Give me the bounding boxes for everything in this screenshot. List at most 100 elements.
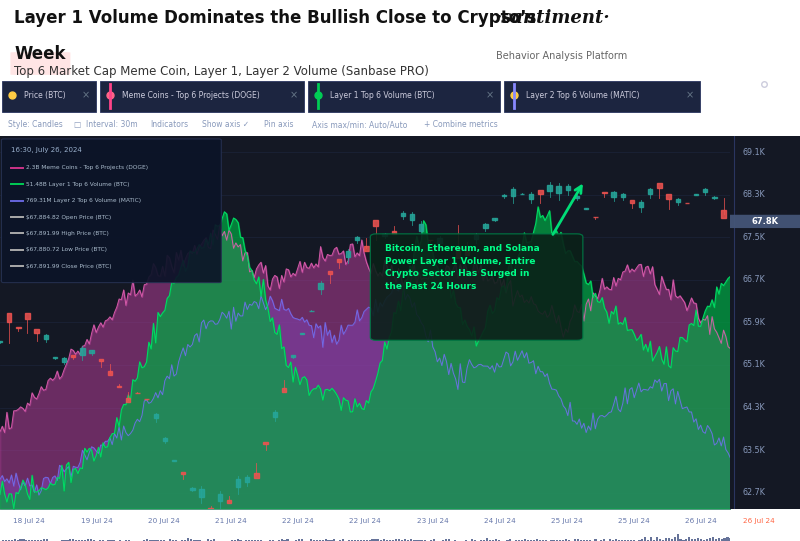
Bar: [72, 539, 74, 541]
Bar: [236, 479, 240, 487]
Bar: [577, 539, 579, 541]
Text: Interval: 30m: Interval: 30m: [86, 120, 138, 129]
FancyBboxPatch shape: [386, 215, 800, 228]
Text: Meme Coins - Top 6 Projects (DOGE): Meme Coins - Top 6 Projects (DOGE): [122, 91, 260, 100]
Bar: [466, 540, 467, 541]
Bar: [34, 329, 39, 333]
Bar: [175, 540, 177, 541]
Bar: [257, 540, 259, 541]
Bar: [195, 540, 198, 541]
Text: 26 Jul 24: 26 Jul 24: [743, 518, 774, 524]
Bar: [446, 247, 451, 248]
Bar: [364, 246, 369, 250]
Bar: [630, 540, 632, 541]
Bar: [556, 540, 558, 541]
Bar: [575, 196, 579, 199]
Bar: [87, 539, 89, 541]
Bar: [401, 213, 405, 216]
Bar: [339, 540, 342, 541]
Bar: [518, 540, 520, 541]
Bar: [694, 539, 696, 541]
Bar: [71, 355, 75, 357]
Bar: [624, 540, 626, 541]
Bar: [498, 540, 500, 541]
Bar: [163, 539, 166, 541]
Text: 19 Jul 24: 19 Jul 24: [81, 518, 112, 524]
Text: 63.5K: 63.5K: [743, 446, 766, 454]
Bar: [75, 540, 78, 541]
Bar: [712, 537, 714, 541]
Bar: [574, 539, 576, 541]
Bar: [694, 194, 698, 195]
Bar: [480, 540, 482, 541]
Bar: [269, 540, 271, 541]
Bar: [8, 540, 10, 541]
Bar: [151, 540, 154, 541]
Bar: [538, 540, 541, 541]
Bar: [44, 335, 48, 339]
Bar: [90, 539, 92, 541]
Bar: [2, 540, 4, 541]
Bar: [374, 220, 378, 226]
Bar: [19, 539, 22, 541]
Bar: [483, 540, 485, 541]
Text: Price (BTC): Price (BTC): [24, 91, 66, 100]
Bar: [369, 540, 370, 541]
Bar: [424, 540, 426, 541]
Text: Layer 1 Volume Dominates the Bullish Close to Crypto’s: Layer 1 Volume Dominates the Bullish Clo…: [14, 9, 537, 28]
Bar: [642, 539, 643, 541]
Bar: [639, 202, 643, 207]
Bar: [14, 539, 16, 541]
Bar: [263, 441, 268, 444]
Bar: [515, 540, 518, 541]
Bar: [456, 247, 460, 258]
Bar: [650, 537, 652, 541]
Bar: [547, 185, 552, 191]
Text: Style: Candles: Style: Candles: [8, 120, 62, 129]
Bar: [184, 540, 186, 541]
Bar: [160, 540, 162, 541]
Text: Pin axis: Pin axis: [264, 120, 294, 129]
Bar: [62, 359, 66, 361]
Bar: [723, 538, 726, 541]
Bar: [80, 348, 85, 354]
Bar: [98, 540, 101, 541]
Bar: [254, 473, 258, 478]
Text: $67,891.99 High Price (BTC): $67,891.99 High Price (BTC): [26, 231, 109, 236]
Bar: [281, 539, 282, 541]
Text: 67.5K: 67.5K: [743, 233, 766, 242]
Bar: [209, 509, 213, 510]
Bar: [700, 539, 702, 541]
Text: ×: ×: [82, 90, 90, 100]
Bar: [404, 539, 406, 541]
Text: 26 Jul 24: 26 Jul 24: [686, 518, 717, 524]
Bar: [146, 539, 148, 541]
Bar: [298, 539, 300, 541]
Bar: [714, 539, 717, 541]
Bar: [322, 540, 324, 541]
Bar: [98, 359, 103, 361]
Bar: [430, 540, 432, 541]
Bar: [84, 540, 86, 541]
Bar: [198, 540, 201, 541]
Bar: [142, 539, 145, 541]
Bar: [659, 539, 661, 541]
Text: 23 Jul 24: 23 Jul 24: [417, 518, 448, 524]
Bar: [149, 540, 150, 541]
Bar: [521, 540, 523, 541]
Bar: [415, 539, 418, 541]
Bar: [530, 540, 532, 541]
Bar: [594, 539, 597, 541]
Bar: [172, 539, 174, 541]
Bar: [392, 540, 394, 541]
Bar: [81, 540, 83, 541]
Bar: [538, 190, 542, 194]
Bar: [392, 231, 396, 234]
Bar: [502, 195, 506, 196]
Bar: [318, 540, 321, 541]
Bar: [327, 270, 332, 274]
Text: 25 Jul 24: 25 Jul 24: [618, 518, 650, 524]
Bar: [193, 540, 194, 541]
Bar: [474, 235, 478, 239]
Bar: [246, 539, 247, 541]
